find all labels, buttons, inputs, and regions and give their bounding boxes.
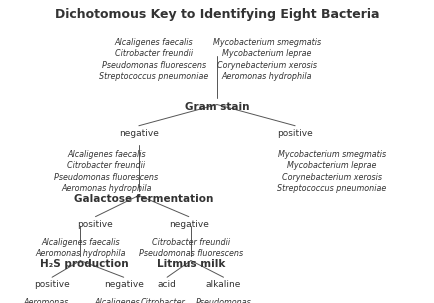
Text: Galactose fermentation: Galactose fermentation: [73, 194, 213, 204]
Text: alkaline: alkaline: [206, 280, 241, 289]
Text: positive: positive: [34, 280, 70, 289]
Text: negative: negative: [169, 220, 209, 229]
Text: positive: positive: [78, 220, 113, 229]
Text: Alcaligenes faecalis
Citrobacter freundii
Pseudomonas fluorescens
Streptococcus : Alcaligenes faecalis Citrobacter freundi…: [99, 38, 209, 81]
Text: Litmus milk: Litmus milk: [157, 259, 225, 269]
Text: Alcaligenes faecalis
Aeromonas hydrophila: Alcaligenes faecalis Aeromonas hydrophil…: [35, 238, 125, 258]
Text: Alcaligenes faecalis
Citrobacter freundii
Pseudomonas fluorescens
Aeromonas hydr: Alcaligenes faecalis Citrobacter freundi…: [54, 150, 158, 193]
Text: Mycobacterium smegmatis
Mycobacterium leprae
Corynebacterium xerosis
Streptococc: Mycobacterium smegmatis Mycobacterium le…: [277, 150, 387, 193]
Text: Citrobacter
freundii: Citrobacter freundii: [140, 298, 185, 303]
Text: positive: positive: [277, 129, 313, 138]
Text: negative: negative: [119, 129, 159, 138]
Text: Citrobacter freundii
Pseudomonas fluorescens: Citrobacter freundii Pseudomonas fluores…: [139, 238, 243, 258]
Text: Mycobacterium smegmatis
Mycobacterium leprae
Corynebacterium xerosis
Aeromonas h: Mycobacterium smegmatis Mycobacterium le…: [213, 38, 321, 81]
Text: negative: negative: [104, 280, 144, 289]
Text: Dichotomous Key to Identifying Eight Bacteria: Dichotomous Key to Identifying Eight Bac…: [55, 8, 379, 21]
Text: Alcaligenes
faecalis: Alcaligenes faecalis: [94, 298, 140, 303]
Text: Gram stain: Gram stain: [185, 102, 249, 112]
Text: H₂S production: H₂S production: [40, 259, 129, 269]
Text: Aeromonas
hydrophila: Aeromonas hydrophila: [23, 298, 68, 303]
Text: acid: acid: [158, 280, 177, 289]
Text: Pseudomonas
fluorescens: Pseudomonas fluorescens: [196, 298, 251, 303]
